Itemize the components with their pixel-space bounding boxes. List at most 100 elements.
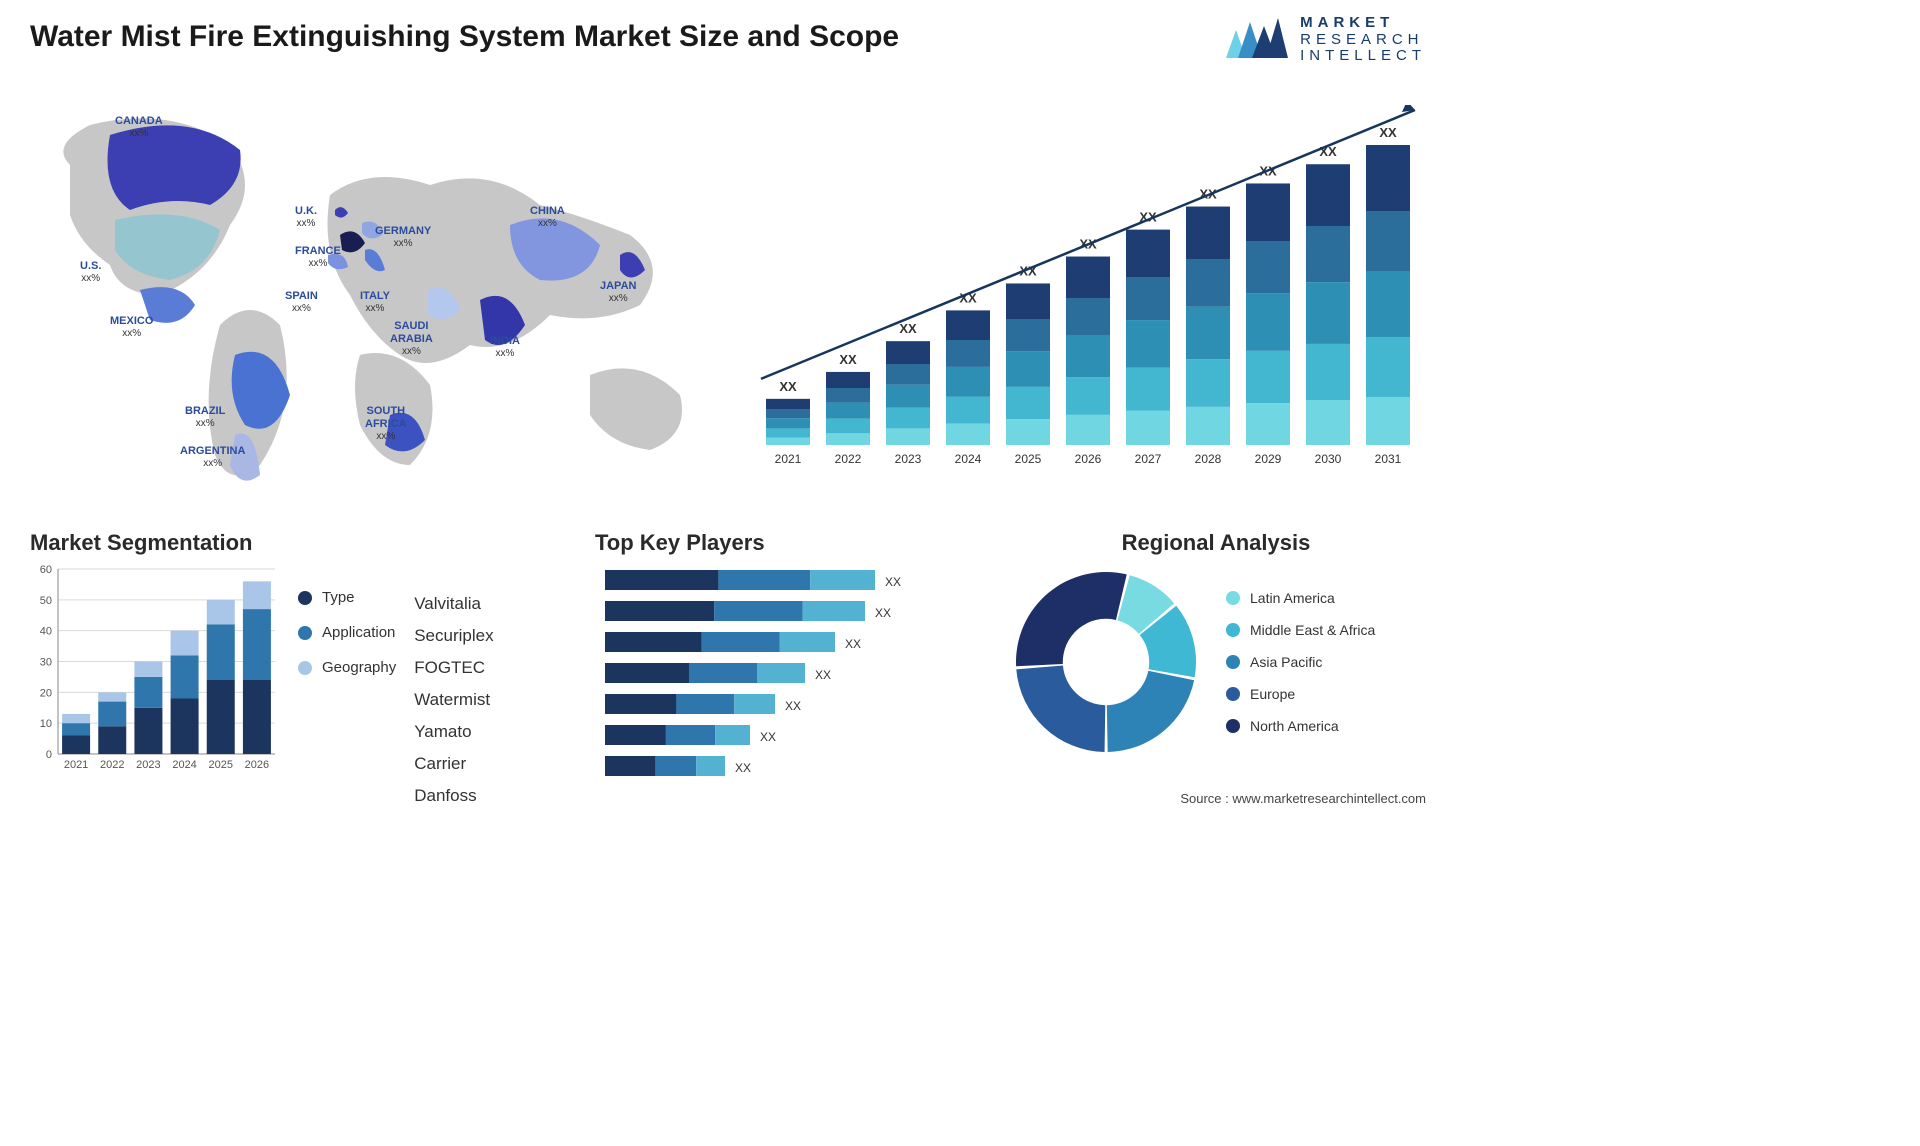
legend-item: Latin America	[1226, 590, 1375, 606]
legend-label: Type	[322, 589, 355, 606]
svg-text:2023: 2023	[895, 452, 922, 466]
legend-swatch	[1226, 623, 1240, 637]
svg-text:2024: 2024	[955, 452, 982, 466]
legend-item: Asia Pacific	[1226, 654, 1375, 670]
map-label: ARGENTINAxx%	[180, 445, 245, 470]
logo-line-3: INTELLECT	[1300, 48, 1426, 65]
player-name: Securiplex	[414, 626, 493, 646]
map-label: MEXICOxx%	[110, 315, 153, 340]
svg-text:XX: XX	[760, 730, 776, 744]
svg-text:2023: 2023	[136, 759, 160, 771]
legend-swatch	[1226, 719, 1240, 733]
svg-text:2022: 2022	[100, 759, 124, 771]
svg-text:2024: 2024	[172, 759, 196, 771]
map-label: CANADAxx%	[115, 115, 163, 140]
legend-label: Application	[322, 624, 395, 641]
map-label: SAUDIARABIAxx%	[390, 320, 433, 358]
map-label: INDIAxx%	[490, 335, 520, 360]
page-title: Water Mist Fire Extinguishing System Mar…	[30, 20, 899, 54]
player-name: Yamato	[414, 722, 493, 742]
legend-swatch	[1226, 655, 1240, 669]
svg-text:XX: XX	[815, 668, 831, 682]
svg-text:XX: XX	[899, 321, 917, 336]
legend-label: Latin America	[1250, 590, 1335, 606]
svg-text:20: 20	[40, 687, 52, 699]
logo-line-1: MARKET	[1300, 15, 1426, 32]
map-label: SPAINxx%	[285, 290, 318, 315]
svg-text:2026: 2026	[1075, 452, 1102, 466]
legend-item: Application	[298, 624, 396, 641]
player-name: Watermist	[414, 690, 493, 710]
forecast-chart: XX2021XX2022XX2023XX2024XX2025XX2026XX20…	[746, 105, 1426, 475]
keyplayers-chart: XXXXXXXXXXXXXX	[595, 562, 975, 782]
legend-label: Middle East & Africa	[1250, 622, 1375, 638]
player-name: Valvitalia	[414, 594, 493, 614]
svg-text:2025: 2025	[1015, 452, 1042, 466]
legend-item: Type	[298, 589, 396, 606]
legend-swatch	[298, 626, 312, 640]
svg-text:XX: XX	[875, 606, 891, 620]
regional-donut	[1006, 562, 1206, 762]
svg-text:2031: 2031	[1375, 452, 1402, 466]
svg-text:XX: XX	[785, 699, 801, 713]
logo-icon	[1224, 18, 1288, 62]
donut-svg	[1006, 562, 1206, 762]
svg-text:40: 40	[40, 626, 52, 638]
legend-item: Europe	[1226, 686, 1375, 702]
svg-text:2025: 2025	[209, 759, 233, 771]
svg-text:2021: 2021	[775, 452, 802, 466]
world-map: CANADAxx% U.S.xx% MEXICOxx% BRAZILxx% ARGENT…	[30, 95, 710, 495]
map-label: JAPANxx%	[600, 280, 636, 305]
segmentation-title: Market Segmentation	[30, 530, 550, 556]
svg-text:2028: 2028	[1195, 452, 1222, 466]
svg-text:0: 0	[46, 749, 52, 761]
map-label: FRANCExx%	[295, 245, 341, 270]
svg-text:XX: XX	[735, 761, 751, 775]
legend-swatch	[298, 591, 312, 605]
svg-text:XX: XX	[839, 352, 857, 367]
regional-legend: Latin America Middle East & Africa Asia Pa…	[1226, 590, 1375, 734]
legend-swatch	[298, 661, 312, 675]
forecast-svg: XX2021XX2022XX2023XX2024XX2025XX2026XX20…	[746, 105, 1426, 475]
segmentation-svg: 0102030405060202120222023202420252026	[30, 564, 280, 774]
legend-item: Geography	[298, 659, 396, 676]
legend-swatch	[1226, 591, 1240, 605]
player-name: FOGTEC	[414, 658, 493, 678]
logo-line-2: RESEARCH	[1300, 32, 1426, 49]
svg-text:2027: 2027	[1135, 452, 1162, 466]
segmentation-legend: Type Application Geography	[298, 589, 396, 676]
svg-text:10: 10	[40, 718, 52, 730]
keyplayers-title: Top Key Players	[595, 530, 995, 556]
svg-text:XX: XX	[1379, 125, 1397, 140]
map-label: U.K.xx%	[295, 205, 317, 230]
legend-label: Geography	[322, 659, 396, 676]
map-label: GERMANYxx%	[375, 225, 431, 250]
svg-text:50: 50	[40, 595, 52, 607]
source-label: Source : www.marketresearchintellect.com	[1180, 791, 1426, 806]
map-label: BRAZILxx%	[185, 405, 225, 430]
svg-text:XX: XX	[885, 575, 901, 589]
legend-item: Middle East & Africa	[1226, 622, 1375, 638]
logo-text: MARKET RESEARCH INTELLECT	[1300, 15, 1426, 65]
segmentation-players-list: Valvitalia Securiplex FOGTEC Watermist Yamat…	[414, 594, 493, 806]
map-label: SOUTHAFRICAxx%	[365, 405, 407, 443]
player-name: Danfoss	[414, 786, 493, 806]
map-label: U.S.xx%	[80, 260, 101, 285]
legend-label: North America	[1250, 718, 1339, 734]
segmentation-chart: 0102030405060202120222023202420252026	[30, 564, 280, 774]
svg-text:60: 60	[40, 564, 52, 576]
top-key-players: Top Key Players XXXXXXXXXXXXXX	[595, 530, 995, 790]
regional-title: Regional Analysis	[1006, 530, 1426, 556]
svg-text:2022: 2022	[835, 452, 862, 466]
svg-text:2029: 2029	[1255, 452, 1282, 466]
legend-label: Asia Pacific	[1250, 654, 1322, 670]
regional-analysis: Regional Analysis Latin America Middle Ea…	[1006, 530, 1426, 790]
svg-text:XX: XX	[779, 379, 797, 394]
market-segmentation: Market Segmentation 01020304050602021202…	[30, 530, 550, 790]
player-name: Carrier	[414, 754, 493, 774]
map-label: ITALYxx%	[360, 290, 390, 315]
legend-item: North America	[1226, 718, 1375, 734]
legend-swatch	[1226, 687, 1240, 701]
svg-text:2030: 2030	[1315, 452, 1342, 466]
legend-label: Europe	[1250, 686, 1295, 702]
